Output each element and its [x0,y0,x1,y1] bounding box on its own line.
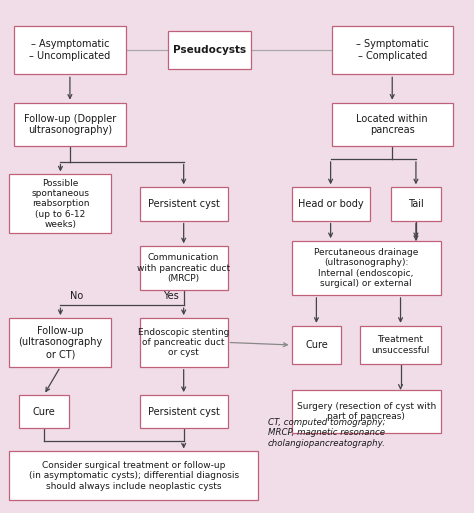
FancyBboxPatch shape [19,395,69,428]
Text: Follow-up
(ultrasonography
or CT): Follow-up (ultrasonography or CT) [18,326,102,359]
Text: Follow-up (Doppler
ultrasonography): Follow-up (Doppler ultrasonography) [24,113,116,135]
Text: Yes: Yes [163,291,179,301]
FancyBboxPatch shape [360,326,441,364]
FancyBboxPatch shape [292,326,341,364]
Text: Persistent cyst: Persistent cyst [148,407,219,417]
Text: Consider surgical treatment or follow-up
(in asymptomatic cysts); differential d: Consider surgical treatment or follow-up… [29,461,239,491]
Text: – Asymptomatic
– Uncomplicated: – Asymptomatic – Uncomplicated [29,39,110,61]
Text: Tail: Tail [408,199,424,209]
FancyBboxPatch shape [168,31,251,69]
FancyBboxPatch shape [140,318,228,367]
FancyBboxPatch shape [332,103,453,146]
Text: Treatment
unsuccessful: Treatment unsuccessful [371,336,430,354]
FancyBboxPatch shape [140,395,228,428]
FancyBboxPatch shape [292,241,441,295]
Text: Pseudocysts: Pseudocysts [173,45,246,55]
Text: Persistent cyst: Persistent cyst [148,199,219,209]
FancyBboxPatch shape [292,187,370,221]
FancyBboxPatch shape [14,26,126,74]
Text: Communication
with pancreatic duct
(MRCP): Communication with pancreatic duct (MRCP… [137,253,230,283]
FancyBboxPatch shape [9,318,111,367]
Text: No: No [70,291,83,301]
FancyBboxPatch shape [9,451,258,500]
FancyBboxPatch shape [391,187,441,221]
FancyBboxPatch shape [14,103,126,146]
Text: Possible
spontaneous
reabsorption
(up to 6-12
weeks): Possible spontaneous reabsorption (up to… [31,179,90,229]
Text: Surgery (resection of cyst with
part of pancreas): Surgery (resection of cyst with part of … [297,402,436,421]
Text: Head or body: Head or body [298,199,364,209]
FancyBboxPatch shape [332,26,453,74]
FancyBboxPatch shape [9,174,111,233]
FancyBboxPatch shape [140,246,228,290]
Text: Located within
pancreas: Located within pancreas [356,113,428,135]
Text: – Symptomatic
– Complicated: – Symptomatic – Complicated [356,39,428,61]
Text: Cure: Cure [33,407,55,417]
Text: Cure: Cure [305,340,328,350]
Text: Endoscopic stenting
of pancreatic duct
or cyst: Endoscopic stenting of pancreatic duct o… [138,327,229,358]
FancyBboxPatch shape [140,187,228,221]
Text: CT, computed tomography;
MRCP, magnetic resonance
cholangiopancreatography.: CT, computed tomography; MRCP, magnetic … [268,418,386,448]
Text: Percutaneous drainage
(ultrasonography):
Internal (endoscopic,
surgical) or exte: Percutaneous drainage (ultrasonography):… [314,248,419,288]
FancyBboxPatch shape [292,390,441,433]
